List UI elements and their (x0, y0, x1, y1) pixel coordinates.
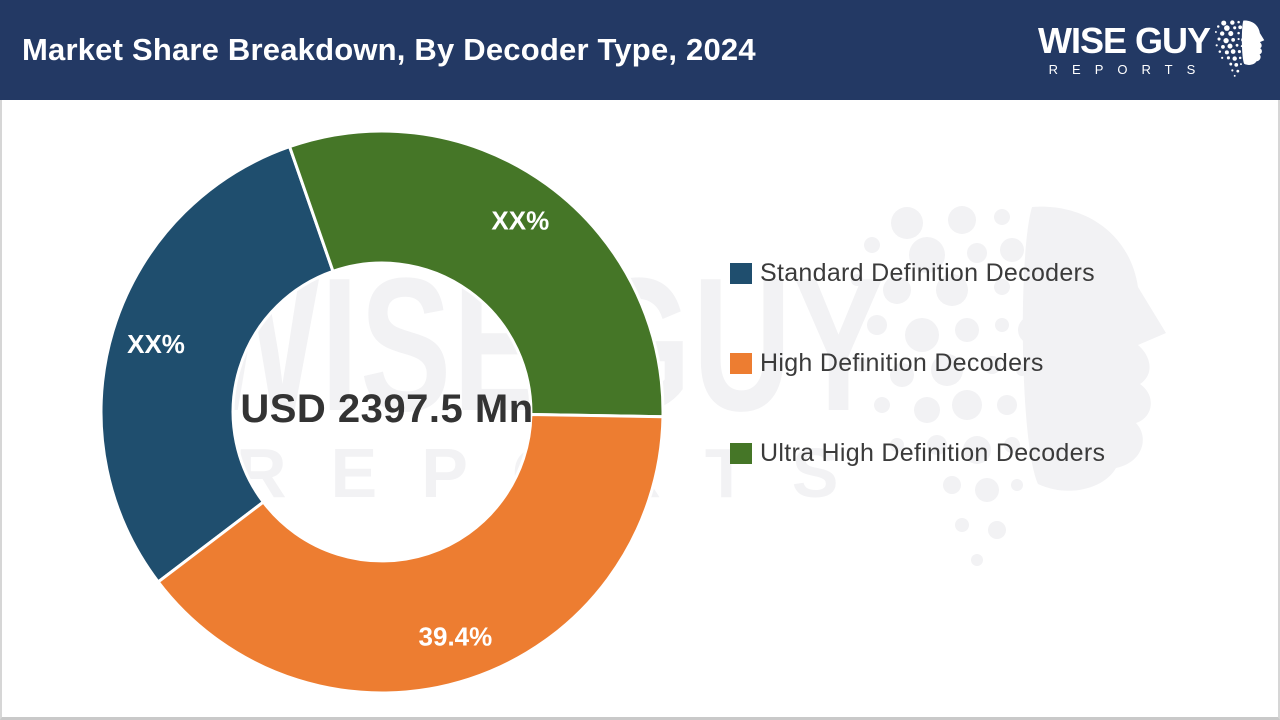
slice-percent-label-0: XX% (127, 329, 185, 359)
watermark-face-icon (851, 206, 1166, 566)
legend-swatch-standard-definition (730, 263, 752, 284)
slice-percent-label-1: 39.4% (419, 621, 493, 651)
chart-content: WISE GUY REPORTS XX%XX%39.4% USD 2397.5 … (0, 100, 1280, 720)
brand-name-sub: REPORTS (1048, 62, 1210, 77)
donut-slice-2 (288, 129, 665, 419)
donut-slice-1 (156, 412, 665, 695)
page-title: Market Share Breakdown, By Decoder Type,… (22, 32, 756, 67)
header-bar: Market Share Breakdown, By Decoder Type,… (0, 0, 1280, 100)
brand-logo: WISE GUY REPORTS (1038, 6, 1266, 94)
legend-label: Ultra High Definition Decoders (760, 439, 1106, 467)
donut-chart: XX% XX% 39.4% (99, 129, 665, 695)
legend-swatch-ultra-high-definition (730, 443, 752, 464)
legend-label: High Definition Decoders (760, 349, 1044, 377)
legend-label: Standard Definition Decoders (760, 259, 1095, 287)
legend-item-high-definition: High Definition Decoders (730, 349, 1044, 378)
slice-percent-label-2: XX% (491, 206, 549, 236)
brand-face-icon (1214, 20, 1265, 77)
brand-logo-text: WISE GUY REPORTS (1037, 20, 1211, 78)
donut-slice-0 (99, 145, 335, 584)
legend-item-standard-definition: Standard Definition Decoders (730, 259, 1095, 288)
legend-item-ultra-high-definition: Ultra High Definition Decoders (730, 439, 1105, 468)
legend-swatch-high-definition (730, 353, 752, 374)
brand-name: WISE GUY (1037, 20, 1211, 61)
chart-center-value: USD 2397.5 Mn (240, 387, 534, 431)
